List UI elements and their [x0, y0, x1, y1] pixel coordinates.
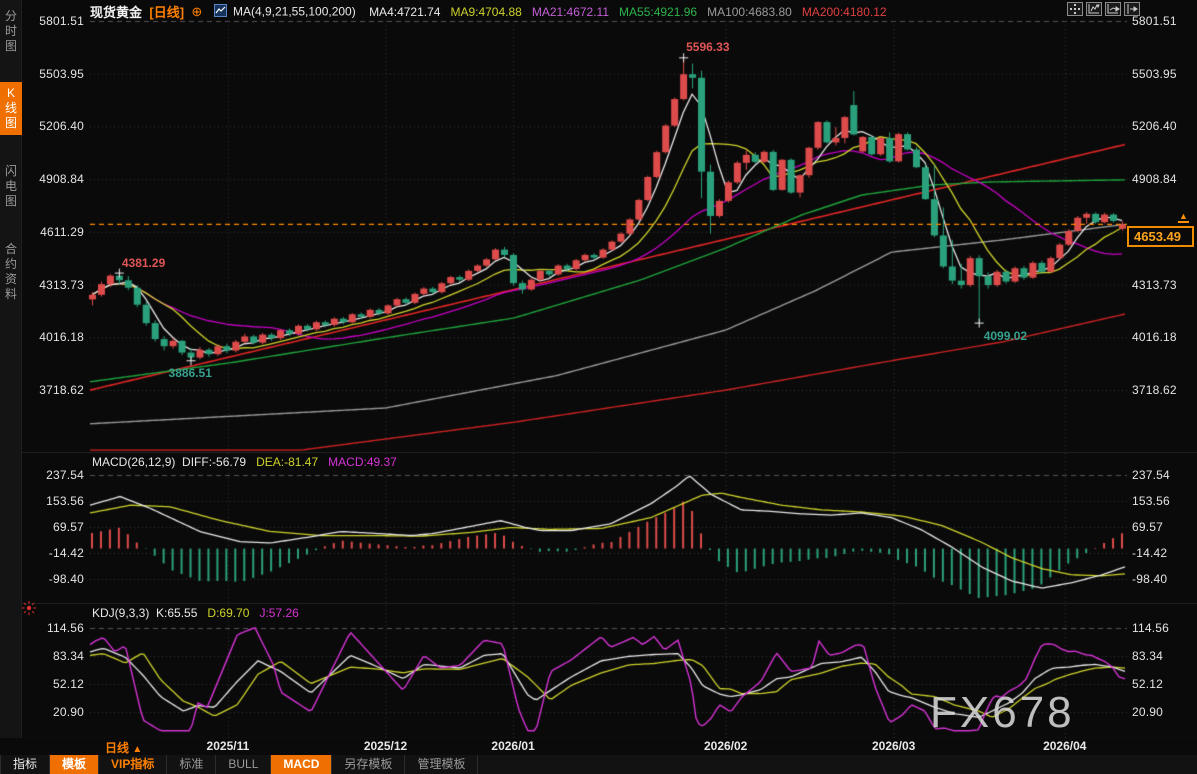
date-label-5: 2026/03	[871, 739, 916, 753]
price-axis-label-4-left: 4908.84	[39, 172, 84, 187]
axis-shift-icon[interactable]	[1105, 2, 1121, 16]
annotation-5596-33: 5596.33	[686, 40, 730, 55]
macd-legend: MACD(26,12,9) DIFF:-56.79 DEA:-81.47 MAC…	[92, 455, 397, 469]
add-indicator-icon[interactable]: ⊕	[191, 3, 203, 19]
price-axis-label-3-right: 5206.40	[1132, 119, 1177, 134]
toolbar-tab-3[interactable]: VIP指标	[99, 755, 168, 774]
ma-legend-item-4: MA55:4921.96	[619, 4, 698, 19]
date-label-4: 2026/02	[703, 739, 748, 753]
toolbar-tab-7[interactable]: 另存模板	[332, 755, 406, 774]
export-icon[interactable]	[1124, 2, 1140, 16]
toolbar-tab-2[interactable]: 模板	[50, 755, 100, 774]
date-label-6: 2026/04	[1043, 739, 1087, 753]
kdj-axis-label-1-right: 114.56	[1132, 621, 1170, 635]
sidebar: 分时图 K线图闪电图合约资料	[0, 0, 22, 738]
ma-legend-item-6: MA200:4180.12	[801, 4, 887, 19]
kdj-j-value: J:57.26	[259, 606, 299, 620]
kdj-axis-label-2-left: 83.34	[52, 649, 84, 663]
toolbar-tab-1[interactable]: 指标	[0, 755, 51, 774]
kdj-axis-label-1-left: 114.56	[46, 621, 84, 635]
macd-diff-value: DIFF:-56.79	[182, 455, 247, 469]
toolbar-tab-5[interactable]: BULL	[216, 755, 272, 774]
macd-axis-label-1-left: 237.54	[46, 468, 84, 482]
price-axis-label-5-left: 4611.29	[40, 224, 84, 239]
macd-axis-label-4-right: -14.42	[1132, 546, 1168, 560]
ma-settings-label: MA(4,9,21,55,100,200)	[232, 4, 356, 19]
watermark: FX678	[930, 688, 1075, 737]
chevron-up-icon: ▲	[132, 744, 143, 755]
toolbar-tab-4[interactable]: 标准	[167, 755, 217, 774]
kdj-axis-label-3-left: 52.12	[52, 677, 84, 691]
macd-axis-label-3-right: 69.57	[1132, 520, 1164, 534]
kdj-axis-label-4-left: 20.90	[52, 705, 84, 719]
price-axis-label-8-left: 3718.62	[39, 383, 84, 397]
price-axis-label-4-right: 4908.84	[1132, 172, 1177, 187]
axis-scale-icon[interactable]	[1086, 2, 1102, 16]
period-selector[interactable]: 日线 ▲	[105, 739, 142, 756]
annotation-4099-02: 4099.02	[983, 328, 1028, 343]
date-label-3: 2026/01	[491, 739, 535, 753]
kdj-k-value: K:65.55	[156, 606, 198, 620]
ma-legend-item-5: MA100:4683.80	[707, 4, 792, 19]
ma-legend: MA4:4721.74 MA9:4704.88 MA21:4672.11 MA55:4…	[359, 4, 887, 19]
macd-axis-label-1-right: 237.54	[1132, 468, 1170, 482]
date-axis: 日线 ▲ 2025/11 2025/12 2026/01 2026/02 2026/03…	[0, 738, 1197, 755]
kdj-title: KDJ(9,3,3)	[92, 606, 150, 620]
current-price-tag: 4653.49	[1127, 226, 1194, 247]
symbol-title: 现货黄金	[90, 5, 143, 20]
date-label-2: 2025/12	[363, 739, 408, 753]
macd-axis-label-5-left: -98.40	[48, 572, 84, 586]
price-axis-label-2-left: 5503.95	[39, 66, 84, 81]
ma-legend-item-1: MA4:4721.74	[369, 4, 441, 19]
kdj-axis-label-4-right: 20.90	[1132, 705, 1164, 719]
ma-legend-item-3: MA21:4672.11	[531, 4, 610, 19]
price-axis-label-8-right: 3718.62	[1132, 383, 1177, 397]
toolbar-tab-6[interactable]: MACD	[271, 755, 333, 774]
kdj-axis-label-2-right: 83.34	[1132, 649, 1164, 663]
price-axis-label-7-right: 4016.18	[1132, 330, 1177, 345]
macd-title: MACD(26,12,9)	[92, 455, 176, 469]
ma-legend-item-2: MA9:4704.88	[450, 4, 522, 19]
macd-axis-label-4-left: -14.42	[48, 546, 84, 560]
bottom-toolbar: 指标 模板 VIP指标 标准 BULL MACD 另存模板 管理模板	[0, 755, 1197, 774]
annotation-4381-29: 4381.29	[121, 255, 166, 270]
chart-header: 现货黄金 [日线] ⊕ MA(4,9,21,55,100,200) MA4:47…	[90, 2, 887, 20]
macd-axis-label-3-left: 69.57	[52, 520, 84, 534]
macd-axis-label-5-right: -98.40	[1132, 572, 1168, 586]
price-axis-label-7-left: 4016.18	[39, 330, 84, 345]
kdj-axis-label-3-right: 52.12	[1132, 677, 1164, 691]
period-label: 日线	[105, 741, 130, 755]
toolbar-tab-8[interactable]: 管理模板	[405, 755, 479, 774]
macd-axis-label-2-left: 153.56	[46, 493, 84, 508]
date-label-1: 2025/11	[206, 739, 250, 753]
sidebar-tab-1[interactable]: 分时图	[4, 9, 17, 53]
kdj-d-value: D:69.70	[207, 606, 250, 620]
move-icon[interactable]	[1067, 2, 1083, 16]
kdj-legend: KDJ(9,3,3) K:65.55 D:69.70 J:57.26	[92, 606, 299, 620]
price-axis-label-2-right: 5503.95	[1132, 66, 1177, 81]
macd-macd-value: MACD:49.37	[328, 455, 397, 469]
sidebar-tab-3[interactable]: 闪电图	[4, 164, 17, 208]
sidebar-tab-4[interactable]: 合约资料	[4, 242, 17, 301]
price-axis-label-3-left: 5206.40	[39, 119, 84, 134]
sidebar-tab-2[interactable]: K线图	[0, 82, 22, 135]
price-axis-label-1-left: 5801.51	[39, 14, 84, 28]
chart-type-icon[interactable]	[213, 3, 227, 20]
macd-dea-value: DEA:-81.47	[256, 455, 319, 469]
price-axis-label-1-right: 5801.51	[1132, 14, 1177, 28]
price-marker-icon[interactable]: ▲	[1178, 211, 1189, 223]
annotation-3886-51: 3886.51	[168, 366, 212, 381]
header-toolbar-icons	[1064, 2, 1140, 20]
period-tag: [日线]	[149, 5, 185, 20]
price-axis-label-6-left: 4313.73	[39, 277, 84, 292]
alarm-icon[interactable]	[22, 601, 36, 620]
macd-axis-label-2-right: 153.56	[1132, 493, 1170, 508]
price-axis-label-6-right: 4313.73	[1132, 277, 1177, 292]
